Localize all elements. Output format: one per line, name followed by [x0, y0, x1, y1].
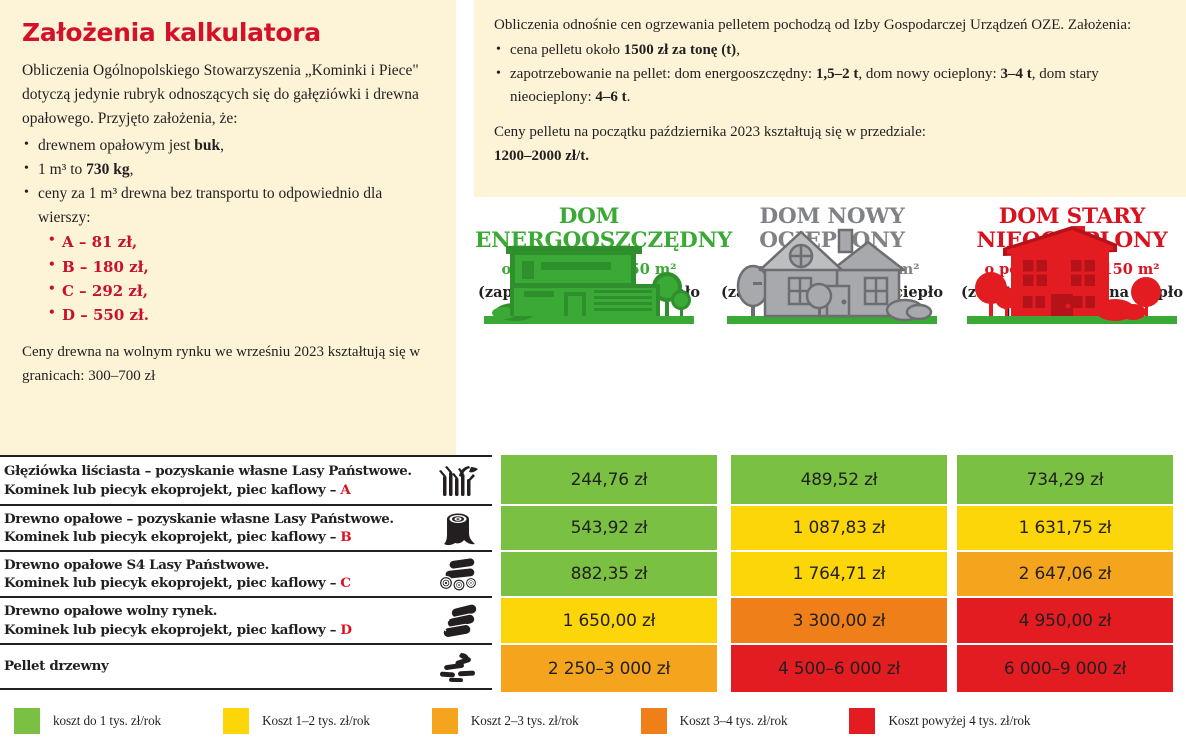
row-label: Drewno opałowe S4 Lasy Państwowe. Kominek… — [4, 556, 351, 591]
table-cell: 734,29 zł — [957, 455, 1173, 506]
legend-item: koszt do 1 tys. zł/rok — [14, 707, 162, 734]
list-item: B – 180 zł, — [48, 255, 434, 279]
table-row: Drewno opałowe wolny rynek. Kominek lub p… — [0, 596, 492, 643]
table-cell: 244,76 zł — [501, 455, 717, 506]
legend-label: Koszt 2–3 tys. zł/rok — [470, 712, 579, 728]
tree-stump-icon — [430, 510, 486, 546]
legend: koszt do 1 tys. zł/rok Koszt 1–2 tys. zł… — [0, 700, 1186, 741]
legend-swatch — [223, 707, 250, 734]
table-cell: 1 087,83 zł — [731, 506, 947, 552]
list-item: C – 292 zł, — [48, 279, 434, 303]
table-cell: 2 647,06 zł — [957, 552, 1173, 598]
legend-item: Koszt 2–3 tys. zł/rok — [431, 707, 579, 734]
pellet-price-note: Ceny pelletu na początku października 20… — [494, 124, 926, 165]
table-row-labels: Głęziówka liściasta – pozyskanie własne … — [0, 455, 492, 690]
table-cell: 1 631,75 zł — [957, 506, 1173, 552]
table-cell: 543,92 zł — [501, 506, 717, 552]
table-cell: 4 500–6 000 zł — [731, 645, 947, 692]
row-label: Drewno opałowe – pozyskanie własne Lasy … — [4, 510, 394, 545]
old-two-storey-house-icon — [958, 226, 1186, 325]
log-pile-icon — [430, 557, 486, 591]
list-item: zapotrzebowanie na pellet: dom energoosz… — [494, 63, 1166, 110]
pellet-panel: Obliczenia odnośnie cen ogrzewania pelle… — [474, 0, 1186, 197]
table-cell: 1 650,00 zł — [501, 598, 717, 645]
row-label: Głęziówka liściasta – pozyskanie własne … — [4, 463, 412, 498]
price-sub-list: A – 81 zł, B – 180 zł, C – 292 zł, D – 5… — [22, 230, 434, 327]
column-header-old-uninsulated: DOM STARY NIEOCIEPLONY o powierzchni 150… — [958, 204, 1186, 325]
row-label: Pellet drzewny — [4, 658, 109, 675]
table-cell: 4 950,00 zł — [957, 598, 1173, 645]
table-cell: 3 300,00 zł — [731, 598, 947, 645]
legend-label: koszt do 1 tys. zł/rok — [53, 712, 162, 728]
legend-label: Koszt powyżej 4 tys. zł/rok — [888, 712, 1031, 728]
assumptions-panel: Założenia kalkulatora Obliczenia Ogólnop… — [0, 0, 456, 455]
legend-swatch — [849, 707, 876, 734]
legend-label: Koszt 3–4 tys. zł/rok — [679, 712, 788, 728]
column-header-new-insulated: DOM NOWY OCIEPLONY o powierzchni 150 m² … — [718, 204, 946, 325]
legend-item: Koszt powyżej 4 tys. zł/rok — [849, 707, 1031, 734]
table-value-columns: 244,76 zł 543,92 zł 882,35 zł 1 650,00 z… — [0, 455, 1186, 692]
list-item: A – 81 zł, — [48, 230, 434, 254]
assumptions-intro: Obliczenia Ogólnopolskiego Stowarzyszeni… — [22, 62, 419, 128]
table-row: Drewno opałowe S4 Lasy Państwowe. Kominek… — [0, 550, 492, 596]
assumptions-bullet-list: drewnem opałowym jest buk, 1 m³ to 730 k… — [22, 134, 434, 231]
column-header-energy-efficient: DOM ENERGOOSZCZĘDNY o powierzchni 150 m²… — [475, 204, 732, 325]
value-column-energy-efficient: 244,76 zł 543,92 zł 882,35 zł 1 650,00 z… — [501, 455, 717, 692]
table-row: Drewno opałowe – pozyskanie własne Lasy … — [0, 504, 492, 550]
table-cell: 1 764,71 zł — [731, 552, 947, 598]
market-price-note: Ceny drewna na wolnym rynku we wrześniu … — [22, 344, 421, 385]
list-item: 1 m³ to 730 kg, — [22, 158, 434, 182]
pellet-icon — [430, 652, 486, 682]
legend-swatch — [431, 707, 458, 734]
modern-eco-house-icon — [475, 232, 703, 325]
table-cell: 6 000–9 000 zł — [957, 645, 1173, 692]
pellet-intro: Obliczenia odnośnie cen ogrzewania pelle… — [494, 17, 1132, 33]
table-cell: 2 250–3 000 zł — [501, 645, 717, 692]
table-cell: 882,35 zł — [501, 552, 717, 598]
cost-table: Głęziówka liściasta – pozyskanie własne … — [0, 455, 1186, 692]
page-title: Założenia kalkulatora — [22, 18, 321, 47]
list-item: cena pelletu około 1500 zł za tonę (t), — [494, 39, 1166, 62]
table-row: Głęziówka liściasta – pozyskanie własne … — [0, 455, 492, 504]
legend-item: Koszt 3–4 tys. zł/rok — [640, 707, 788, 734]
legend-swatch — [14, 707, 40, 734]
legend-swatch — [640, 707, 667, 734]
table-row: Pellet drzewny — [0, 643, 492, 690]
list-item: drewnem opałowym jest buk, — [22, 134, 434, 158]
list-item: ceny za 1 m³ drewna bez transportu to od… — [22, 182, 434, 230]
firewood-logs-icon — [430, 603, 486, 638]
legend-item: Koszt 1–2 tys. zł/rok — [223, 707, 370, 734]
legend-label: Koszt 1–2 tys. zł/rok — [262, 712, 370, 728]
classic-house-icon — [718, 228, 946, 325]
house-columns: DOM ENERGOOSZCZĘDNY o powierzchni 150 m²… — [474, 204, 1186, 455]
list-item: D – 550 zł. — [48, 303, 434, 327]
pellet-bullet-list: cena pelletu około 1500 zł za tonę (t), … — [494, 39, 1166, 109]
row-label: Drewno opałowe wolny rynek. Kominek lub p… — [4, 603, 352, 638]
brushwood-icon — [430, 464, 486, 498]
table-cell: 489,52 zł — [731, 455, 947, 506]
value-column-old-uninsulated: 734,29 zł 1 631,75 zł 2 647,06 zł 4 950,… — [957, 455, 1173, 692]
value-column-new-insulated: 489,52 zł 1 087,83 zł 1 764,71 zł 3 300,… — [731, 455, 947, 692]
